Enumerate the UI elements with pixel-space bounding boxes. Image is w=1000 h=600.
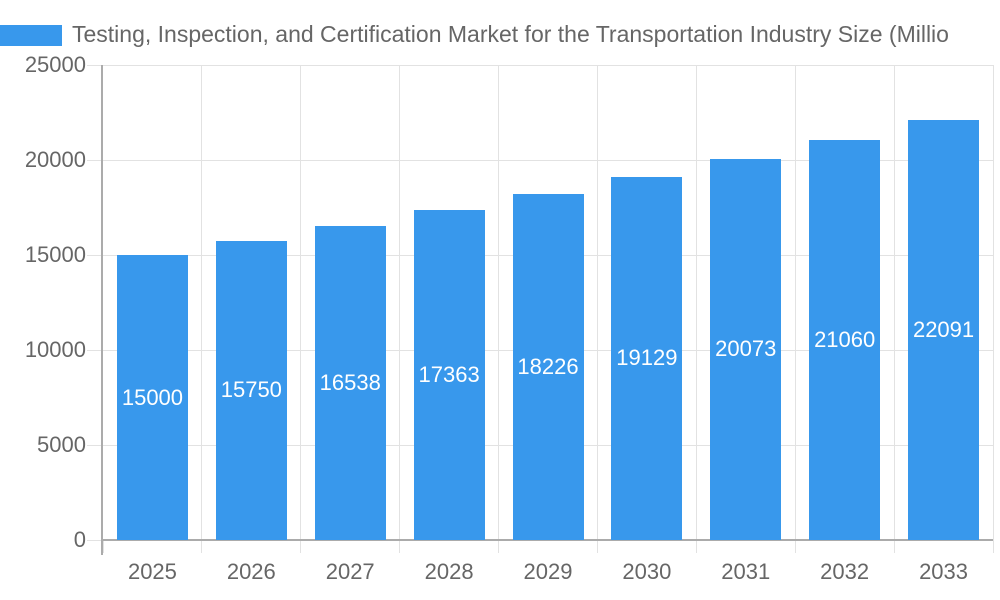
x-axis-tick — [399, 540, 401, 553]
v-gridline — [794, 65, 796, 540]
y-tick-label: 20000 — [24, 147, 86, 172]
y-axis-tick — [87, 349, 103, 351]
x-tick-label: 2029 — [523, 559, 573, 584]
legend-item[interactable]: Testing, Inspection, and Certification M… — [0, 0, 1000, 52]
bar-2030[interactable]: 19129 — [611, 176, 683, 540]
x-tick-label: 2027 — [325, 559, 375, 584]
y-tick-label: 0 — [73, 527, 86, 552]
x-axis-tick — [498, 540, 500, 553]
y-tick-label: 25000 — [24, 52, 86, 77]
bar-value-label: 15000 — [121, 384, 184, 410]
bar-value-label: 20073 — [715, 336, 777, 362]
y-tick-label: 10000 — [24, 337, 86, 362]
y-axis-line — [101, 65, 103, 555]
x-tick-label: 2033 — [919, 559, 969, 584]
x-tick-label: 2026 — [226, 559, 276, 584]
x-tick-label: 2030 — [622, 559, 672, 584]
x-axis-tick — [300, 540, 302, 553]
bar-value-label: 22091 — [912, 317, 975, 343]
y-gridline — [103, 64, 993, 66]
x-tick-label: 2032 — [820, 559, 870, 584]
bar-value-label: 15750 — [220, 377, 282, 403]
y-axis-tick — [87, 254, 103, 256]
bar-2028[interactable]: 17363 — [413, 210, 485, 540]
v-gridline — [893, 65, 895, 540]
x-axis-tick — [596, 540, 598, 553]
x-axis-line — [101, 539, 993, 541]
y-gridline — [103, 159, 993, 161]
x-axis-tick — [201, 540, 203, 553]
x-axis-tick — [695, 540, 697, 553]
v-gridline — [992, 65, 994, 540]
x-axis-tick — [992, 540, 994, 553]
bar-2029[interactable]: 18226 — [512, 193, 584, 540]
v-gridline — [596, 65, 598, 540]
bar-2026[interactable]: 15750 — [215, 240, 287, 540]
y-axis-tick — [87, 64, 103, 66]
v-gridline — [300, 65, 302, 540]
v-gridline — [201, 65, 203, 540]
legend-swatch — [0, 25, 62, 46]
bar-2031[interactable]: 20073 — [710, 158, 782, 540]
bar-2025[interactable]: 15000 — [116, 255, 188, 540]
bar-value-label: 18226 — [517, 353, 579, 379]
x-axis-tick — [893, 540, 895, 553]
v-gridline — [399, 65, 401, 540]
y-axis-tick — [87, 444, 103, 446]
x-tick-label: 2025 — [127, 559, 177, 584]
v-gridline — [695, 65, 697, 540]
v-gridline — [498, 65, 500, 540]
bar-2033[interactable]: 22091 — [908, 120, 980, 540]
bar-value-label: 17363 — [418, 362, 480, 388]
bar-value-label: 19129 — [616, 345, 678, 371]
bar-value-label: 21060 — [814, 326, 876, 352]
x-tick-label: 2028 — [424, 559, 474, 584]
bar-2027[interactable]: 16538 — [314, 225, 386, 540]
y-tick-label: 5000 — [37, 432, 86, 457]
y-axis-tick — [87, 539, 103, 541]
bar-2032[interactable]: 21060 — [809, 139, 881, 540]
chart-title: Testing, Inspection, and Certification M… — [72, 21, 949, 47]
bar-value-label: 16538 — [319, 369, 381, 395]
y-axis-tick — [87, 159, 103, 161]
x-axis-tick — [794, 540, 796, 553]
x-axis-tick — [102, 540, 104, 553]
x-tick-label: 2031 — [721, 559, 771, 584]
y-tick-label: 15000 — [24, 242, 86, 267]
